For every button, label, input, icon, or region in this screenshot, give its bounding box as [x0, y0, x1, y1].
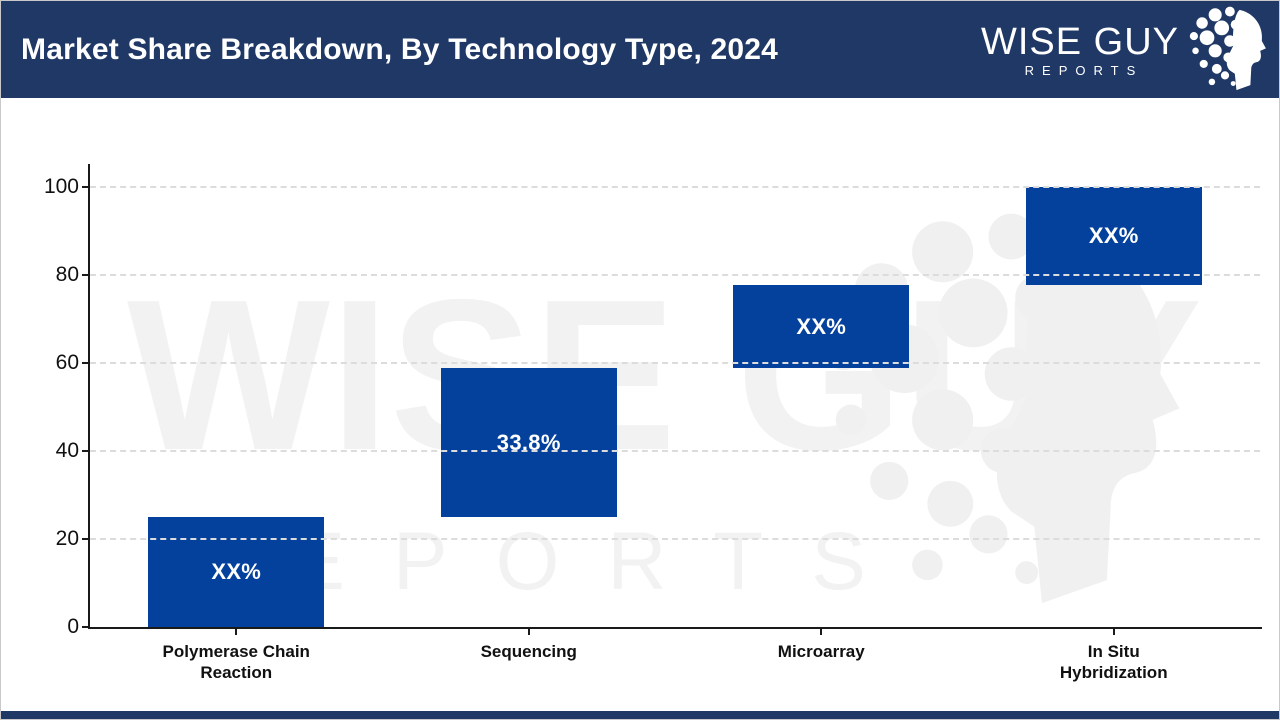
y-axis-spine	[88, 164, 90, 629]
x-tick-mark	[527, 628, 530, 635]
gridline	[90, 538, 1260, 540]
y-tick-mark	[82, 362, 90, 364]
bar: XX%	[148, 517, 325, 627]
y-tick-label: 0	[67, 615, 79, 638]
x-tick-label-line: Microarray	[777, 642, 865, 661]
x-tick-label-line: Hybridization	[1059, 663, 1168, 682]
x-tick-label: Sequencing	[379, 641, 679, 662]
x-tick-label: Microarray	[671, 641, 971, 662]
logo-wordmark: WISE GUY	[980, 20, 1179, 63]
x-tick-label-line: Reaction	[200, 663, 273, 682]
x-tick-label-line: In Situ	[1087, 642, 1140, 661]
bar: XX%	[733, 285, 910, 369]
y-tick-label: 60	[55, 351, 79, 374]
gridline	[90, 274, 1260, 276]
logo-subtitle: REPORTS	[1024, 62, 1144, 78]
bar: 33.8%	[440, 368, 617, 517]
bar-value-label: XX%	[1088, 223, 1139, 249]
y-tick-label: 20	[55, 527, 79, 550]
x-tick-mark	[235, 628, 238, 635]
gridline	[90, 362, 1260, 364]
gridline	[90, 450, 1260, 452]
watermark-head-icon	[824, 213, 1180, 604]
x-tick-label: In Situ Hybridization	[964, 641, 1264, 683]
y-tick-mark	[82, 538, 90, 540]
y-tick-mark	[82, 274, 90, 276]
bar: XX%	[1025, 187, 1202, 286]
x-axis-spine	[88, 627, 1262, 629]
x-tick-mark	[1112, 628, 1115, 635]
y-tick-label: 40	[55, 439, 79, 462]
wise-guy-reports-logo: WISE GUY REPORTS	[981, 5, 1279, 95]
x-tick-label: Polymerase Chain Reaction	[86, 641, 386, 683]
header-bar: Market Share Breakdown, By Technology Ty…	[1, 1, 1279, 98]
logo-text: WISE GUY REPORTS	[981, 22, 1179, 78]
y-tick-mark	[82, 626, 90, 628]
gridline	[90, 186, 1260, 188]
x-tick-mark	[820, 628, 823, 635]
footer-bar	[1, 711, 1279, 719]
y-tick-mark	[82, 186, 90, 188]
y-tick-label: 100	[43, 175, 79, 198]
y-tick-mark	[82, 450, 90, 452]
y-tick-label: 80	[55, 263, 79, 286]
page-title: Market Share Breakdown, By Technology Ty…	[21, 32, 779, 66]
dotted-head-icon	[1189, 6, 1266, 90]
bar-value-label: XX%	[211, 559, 262, 584]
x-tick-label-line: Sequencing	[480, 642, 577, 661]
x-tick-label-line: Polymerase Chain	[162, 642, 310, 661]
bar-value-label: XX%	[796, 313, 847, 339]
